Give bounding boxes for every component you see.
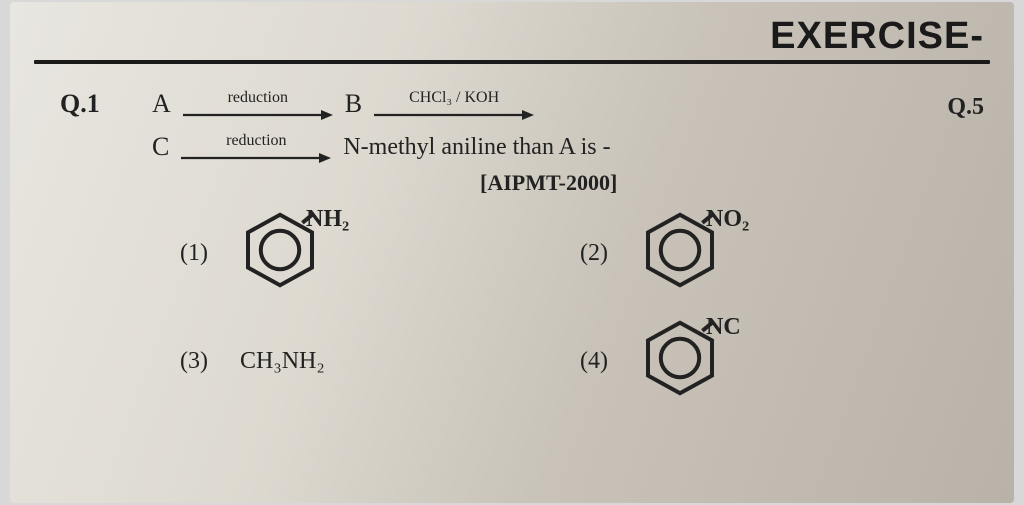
option-2-number: (2) <box>580 240 622 267</box>
question-row: Q.1 A reduction B CHCl₃ / KOH <box>60 84 984 166</box>
option-1-number: (1) <box>180 240 222 267</box>
option-3-number: (3) <box>180 348 222 375</box>
arrow-icon <box>181 151 331 165</box>
option-3: (3) CH₃NH₂ <box>180 348 540 375</box>
arrow-icon <box>374 108 534 122</box>
arrow-1: reduction <box>183 86 333 122</box>
species-c: C <box>152 127 169 166</box>
benzene-aniline: NH₂ <box>240 210 336 296</box>
arrow-2-label: CHCl₃ / KOH <box>409 86 499 110</box>
equation-block: A reduction B CHCl₃ / KOH <box>152 84 611 166</box>
substituent-4: NC <box>706 314 741 341</box>
species-a: A <box>152 84 171 123</box>
question-number: Q.1 <box>60 84 120 123</box>
option-4: (4) NC <box>580 318 940 404</box>
benzene-isocyanide: NC <box>640 318 736 404</box>
arrow-icon <box>183 108 333 122</box>
option-4-number: (4) <box>580 348 622 375</box>
arrow-3-label: reduction <box>226 129 286 153</box>
options-grid: (1) NH₂ (2) <box>60 210 984 404</box>
arrow-3: reduction <box>181 129 331 165</box>
section-title: EXERCISE- <box>770 15 984 58</box>
reaction-line-1: A reduction B CHCl₃ / KOH <box>152 84 611 123</box>
option-2: (2) NO₂ <box>580 210 940 296</box>
substituent-1: NH₂ <box>306 206 349 233</box>
species-b: B <box>345 84 362 123</box>
page-background: EXERCISE- Q.5 Q.1 A reduction B <box>10 2 1014 503</box>
header-row: EXERCISE- <box>10 2 1014 58</box>
product-text: N-methyl aniline than A is - <box>343 129 610 165</box>
benzene-nitro: NO₂ <box>640 210 736 296</box>
option-1: (1) NH₂ <box>180 210 540 296</box>
arrow-1-label: reduction <box>228 86 288 110</box>
arrow-2: CHCl₃ / KOH <box>374 86 534 122</box>
substituent-2: NO₂ <box>706 206 749 233</box>
exam-reference: [AIPMT-2000] <box>60 170 984 196</box>
reaction-line-2: C reduction N-methyl aniline than A is - <box>152 127 611 166</box>
option-3-text: CH₃NH₂ <box>240 348 325 375</box>
content-area: Q.1 A reduction B CHCl₃ / KOH <box>10 64 1014 404</box>
